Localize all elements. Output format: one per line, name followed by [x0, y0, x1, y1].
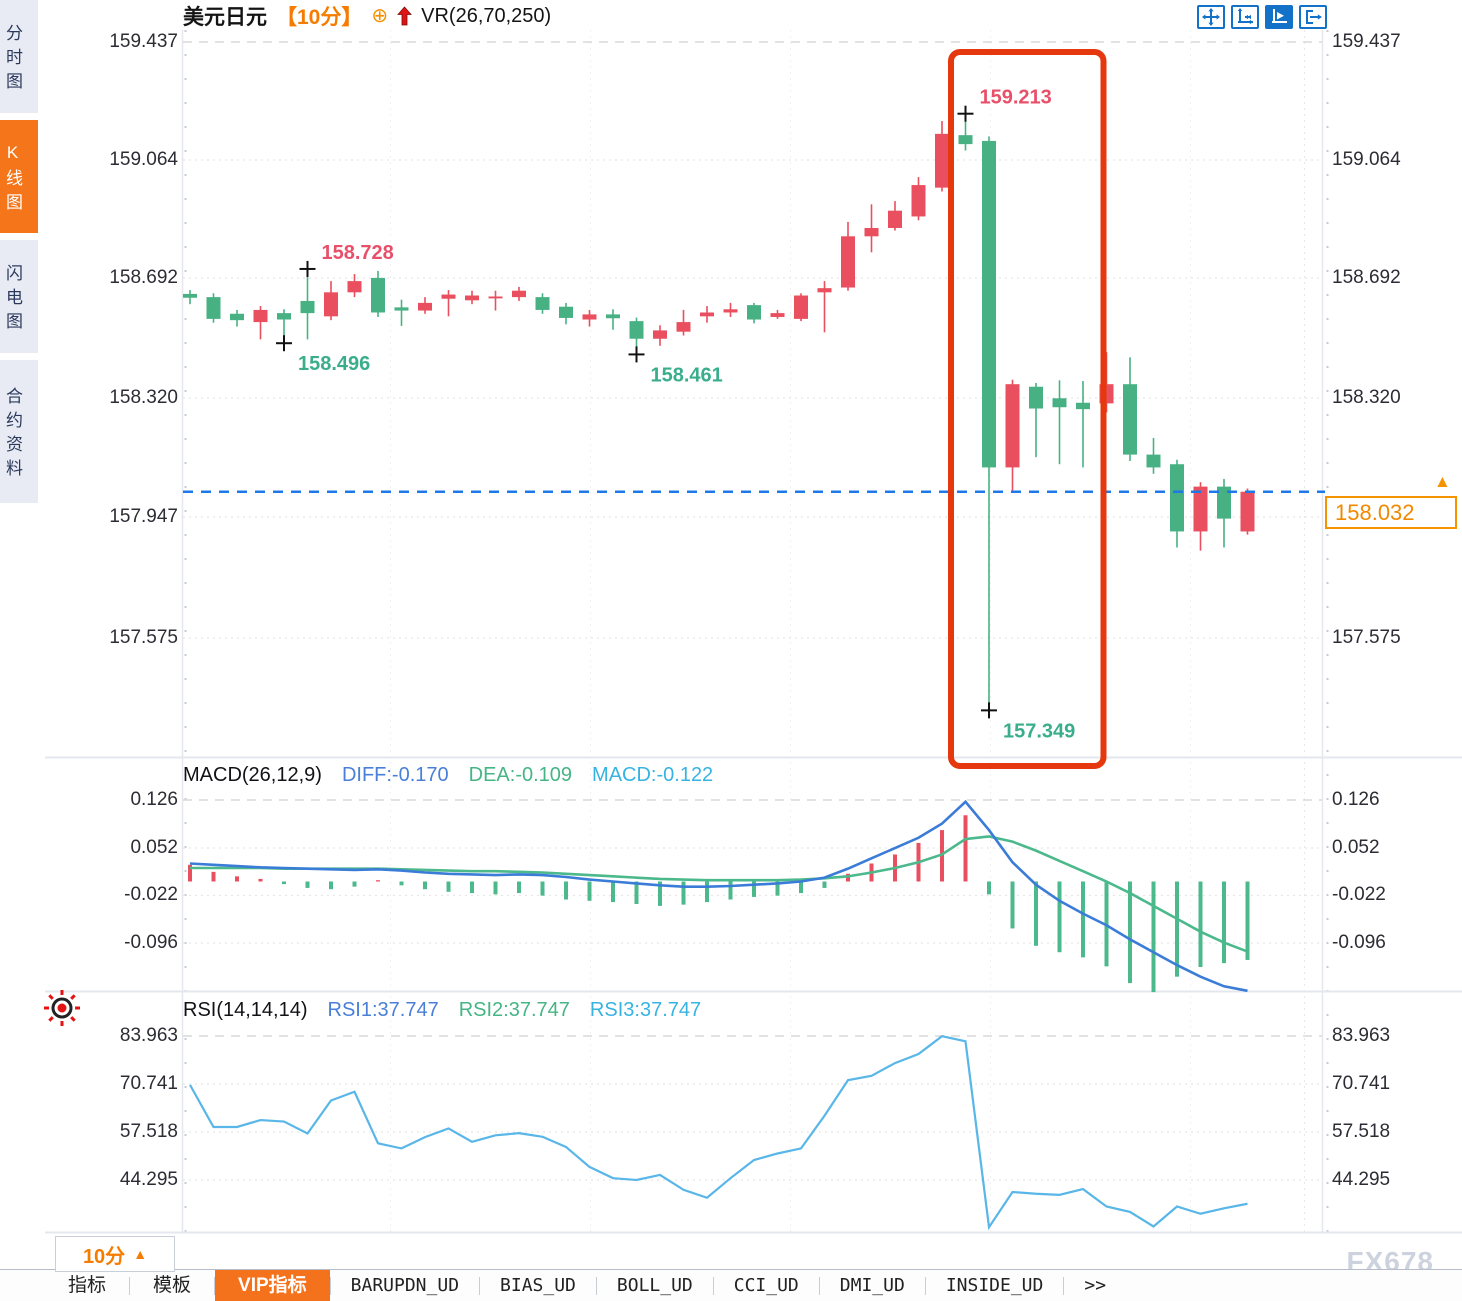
macd-title: MACD(26,12,9) [183, 764, 322, 786]
tab-separator [1063, 1276, 1065, 1295]
macd-macd-value: MACD:-0.122 [592, 764, 714, 786]
y-axis-label: 159.064 [109, 149, 178, 170]
price-up-arrow-icon: ▲ [1434, 472, 1451, 491]
y-axis-label: 159.437 [1332, 31, 1401, 52]
svg-text:158.496: 158.496 [298, 353, 370, 375]
rsi-axis-label: 57.518 [1332, 1121, 1391, 1142]
macd-axis-label: -0.096 [1332, 932, 1386, 953]
macd-axis-label: -0.022 [1332, 884, 1386, 905]
rsi-axis-label: 83.963 [119, 1025, 178, 1046]
y-axis-label: 159.437 [109, 31, 178, 52]
tab-inside-ud[interactable]: INSIDE_UD [945, 1275, 1044, 1296]
macd-dea-value: DEA:-0.109 [468, 764, 573, 786]
candles-layer [183, 113, 1255, 711]
rsi3-value: RSI3:37.747 [589, 999, 702, 1021]
annotations-layer: 158.728 158.496 158.461 159.213 157.349 [276, 87, 1075, 742]
y-axis-label: 157.575 [1332, 627, 1401, 648]
export-icon[interactable] [1299, 5, 1327, 29]
rsi1-value: RSI1:37.747 [327, 999, 439, 1021]
sidebar-tab-lightning[interactable]: 闪电图 [0, 240, 38, 353]
rsi-layer [189, 1035, 1248, 1231]
tab-separator [329, 1276, 331, 1295]
tab-separator [595, 1276, 597, 1295]
highlight-box [948, 49, 1107, 769]
rsi-axis-label: 83.963 [1332, 1025, 1391, 1046]
rsi-axis-label: 57.518 [119, 1121, 178, 1142]
y-axis-label: 159.064 [1332, 149, 1401, 170]
y-axis-label: 157.575 [109, 627, 178, 648]
chart-header: 美元日元 【10分】 ⊕ VR(26,70,250) [183, 2, 551, 30]
rsi-axis-label: 44.295 [1332, 1169, 1391, 1190]
svg-text:158.728: 158.728 [322, 242, 394, 264]
left-tab-strip: 分时图 K线图 闪电图 合约资料 [0, 0, 38, 510]
chart-toolbar [1197, 5, 1327, 29]
macd-axis-label: 0.052 [1332, 837, 1380, 858]
macd-axis-label: 0.126 [130, 789, 178, 810]
pan-move-icon[interactable] [1197, 5, 1225, 29]
auto-scroll-icon[interactable] [1265, 5, 1293, 29]
red-up-arrow-icon [397, 5, 413, 27]
macd-axis-label: -0.022 [124, 884, 178, 905]
tab-separator [924, 1276, 926, 1295]
tab-dmi-ud[interactable]: DMI_UD [839, 1275, 905, 1296]
svg-text:159.213: 159.213 [980, 87, 1052, 109]
current-price-box: 158.032 [1325, 496, 1457, 529]
rsi-header: RSI(14,14,14) RSI1:37.747 RSI2:37.747 RS… [183, 999, 701, 1022]
macd-axis-label: 0.052 [130, 837, 178, 858]
indicator-label: VR(26,70,250) [421, 4, 552, 27]
chevron-up-icon: ▲ [133, 1246, 148, 1262]
rsi-axis-label: 70.741 [119, 1073, 178, 1094]
y-axis-label: 158.692 [1332, 267, 1401, 288]
macd-diff-value: DIFF:-0.170 [341, 764, 449, 786]
rsi2-value: RSI2:37.747 [458, 999, 570, 1021]
macd-header: MACD(26,12,9) DIFF:-0.170 DEA:-0.109 MAC… [183, 764, 713, 787]
add-indicator-icon[interactable]: ⊕ [371, 5, 389, 27]
tab-indicators[interactable]: 指标 [68, 1275, 107, 1296]
period-selector[interactable]: 10分 ▲ [55, 1236, 175, 1272]
tab-separator [129, 1276, 131, 1295]
sidebar-tab-time-share[interactable]: 分时图 [0, 0, 38, 113]
y-axis-label: 158.320 [1332, 387, 1401, 408]
alert-sun-icon[interactable] [40, 986, 84, 1035]
rsi-axis-label: 44.295 [119, 1169, 178, 1190]
tab-cci-ud[interactable]: CCI_UD [733, 1275, 799, 1296]
rsi-axis-label: 70.741 [1332, 1073, 1391, 1094]
macd-axis-label: -0.096 [124, 932, 178, 953]
y-axis-label: 157.947 [109, 506, 178, 527]
y-axis-label: 158.320 [109, 387, 178, 408]
macd-axis-label: 0.126 [1332, 789, 1380, 810]
tab-separator [712, 1276, 714, 1295]
bottom-tab-bar: 指标 模板 VIP指标 BARUPDN_UD BIAS_UD BOLL_UD C… [0, 1269, 1462, 1301]
svg-text:158.461: 158.461 [651, 364, 723, 386]
period-selector-label: 10分 [82, 1245, 126, 1268]
tab-more[interactable]: >> [1084, 1275, 1107, 1296]
macd-layer [188, 799, 1250, 993]
tab-bias-ud[interactable]: BIAS_UD [500, 1275, 576, 1296]
sidebar-tab-kline[interactable]: K线图 [0, 120, 38, 233]
tab-templates[interactable]: 模板 [153, 1275, 192, 1296]
period-tag[interactable]: 【10分】 [276, 6, 363, 29]
y-axis-label: 158.692 [109, 267, 178, 288]
axis-scale-icon[interactable] [1231, 5, 1259, 29]
svg-text:157.349: 157.349 [1003, 720, 1075, 742]
symbol-title: 美元日元 [183, 6, 267, 29]
tab-separator [818, 1276, 820, 1295]
tab-boll-ud[interactable]: BOLL_UD [616, 1275, 693, 1296]
tab-separator [214, 1276, 216, 1295]
tab-separator [479, 1276, 481, 1295]
grid-layer [45, 30, 1462, 1234]
tab-barupdn-ud[interactable]: BARUPDN_UD [350, 1275, 460, 1296]
sidebar-tab-contract-info[interactable]: 合约资料 [0, 360, 38, 503]
tab-vip-indicators[interactable]: VIP指标 [215, 1270, 330, 1301]
rsi-title: RSI(14,14,14) [183, 999, 308, 1021]
